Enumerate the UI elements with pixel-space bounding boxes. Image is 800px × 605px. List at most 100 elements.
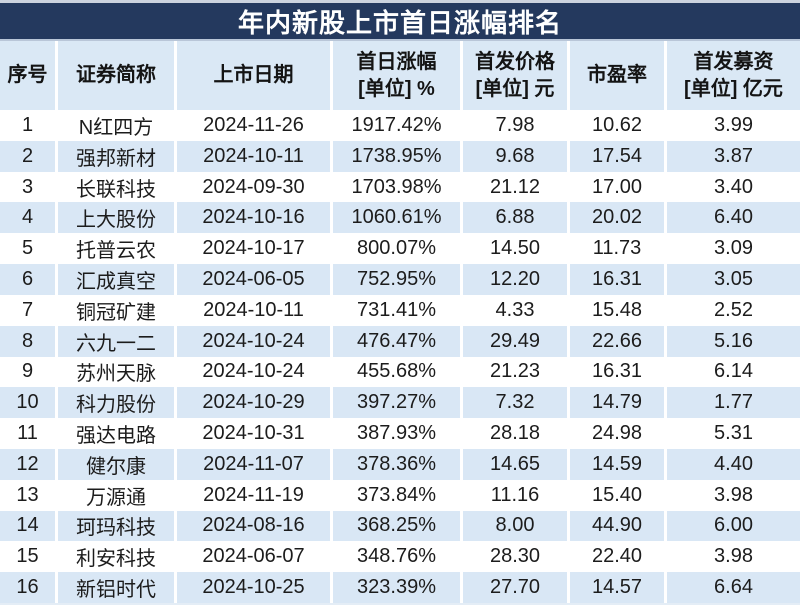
cell-price: 6.88 [463, 202, 570, 234]
cell-rank: 6 [0, 264, 58, 295]
cell-gain: 731.41% [333, 294, 463, 326]
cell-price: 28.18 [463, 418, 570, 449]
cell-raise: 6.40 [714, 206, 753, 229]
cell-price: 9.68 [463, 140, 570, 172]
cell-gain: 455.68% [333, 356, 463, 388]
cell-pe: 24.98 [570, 418, 667, 449]
cell-gain: 378.36% [333, 448, 463, 480]
cell-date: 2024-11-19 [177, 479, 333, 511]
table-row: 12 健尔康 2024-11-07 378.36% 14.65 14.59 4.40 [0, 448, 800, 480]
cell-name: 健尔康 [58, 448, 177, 480]
table-row: 8 六九一二 2024-10-24 476.47% 29.49 22.66 5.16 [0, 325, 800, 357]
cell-pe: 14.57 [570, 572, 667, 603]
cell-rank: 12 [0, 448, 58, 480]
cell-name: 长联科技 [58, 171, 177, 203]
cell-price: 11.16 [463, 479, 570, 511]
cell-date: 2024-10-17 [177, 233, 333, 265]
cell-rank: 4 [0, 202, 58, 234]
cell-price: 4.33 [463, 294, 570, 326]
cell-raise: 3.09 [714, 237, 753, 260]
column-header-date: 上市日期 [177, 41, 333, 110]
cell-raise: 3.99 [714, 113, 753, 136]
cell-pe: 15.40 [570, 479, 667, 511]
cell-date: 2024-10-11 [177, 294, 333, 326]
column-header-pe: 市盈率 [570, 41, 667, 110]
cell-gain: 1060.61% [333, 202, 463, 234]
column-header-name: 证券简称 [58, 41, 177, 110]
cell-raise: 6.14 [714, 360, 753, 383]
cell-raise: 4.40 [714, 452, 753, 475]
column-header-raise: 首发募资 [单位] 亿元 [667, 41, 800, 110]
column-header-label: 市盈率 [587, 64, 647, 86]
cell-pe: 15.48 [570, 294, 667, 326]
cell-price: 21.23 [463, 356, 570, 388]
cell-gain: 373.84% [333, 479, 463, 511]
cell-rank: 7 [0, 294, 58, 326]
cell-rank: 5 [0, 233, 58, 265]
cell-name: 科力股份 [58, 387, 177, 419]
table-row: 7 铜冠矿建 2024-10-11 731.41% 4.33 15.48 2.52 [0, 294, 800, 326]
cell-gain: 368.25% [333, 510, 463, 542]
cell-pe: 17.54 [570, 140, 667, 172]
cell-raise: 2.52 [714, 298, 753, 321]
cell-pe: 17.00 [570, 171, 667, 203]
cell-name: 强达电路 [58, 418, 177, 449]
cell-rank: 2 [0, 140, 58, 172]
cell-pe: 44.90 [570, 510, 667, 542]
column-header-unit: [单位] % [358, 77, 435, 100]
cell-gain: 476.47% [333, 325, 463, 357]
cell-name: 利安科技 [58, 541, 177, 573]
cell-price: 28.30 [463, 541, 570, 573]
cell-pe: 16.31 [570, 264, 667, 295]
table-row: 4 上大股份 2024-10-16 1060.61% 6.88 20.02 6.40 [0, 202, 800, 234]
cell-rank: 10 [0, 387, 58, 419]
cell-name: 汇成真空 [58, 264, 177, 295]
cell-rank: 3 [0, 171, 58, 203]
cell-name: 铜冠矿建 [58, 294, 177, 326]
table-row: 5 托普云农 2024-10-17 800.07% 14.50 11.73 3.09 [0, 233, 800, 265]
cell-name: N红四方 [58, 110, 177, 141]
column-header-label: 上市日期 [213, 64, 294, 86]
cell-rank: 16 [0, 572, 58, 603]
cell-price: 21.12 [463, 171, 570, 203]
table-row: 9 苏州天脉 2024-10-24 455.68% 21.23 16.31 6.14 [0, 356, 800, 388]
table-row: 1 N红四方 2024-11-26 1917.42% 7.98 10.62 3.99 [0, 110, 800, 141]
cell-pe: 22.40 [570, 541, 667, 573]
cell-raise: 3.40 [714, 175, 753, 198]
cell-price: 8.00 [463, 510, 570, 542]
table-row: 2 强邦新材 2024-10-11 1738.95% 9.68 17.54 3.87 [0, 140, 800, 172]
cell-date: 2024-10-24 [177, 356, 333, 388]
cell-pe: 16.31 [570, 356, 667, 388]
cell-raise: 3.87 [714, 144, 753, 167]
cell-rank: 13 [0, 479, 58, 511]
column-header-label: 首发募资 [693, 50, 774, 73]
cell-price: 14.65 [463, 448, 570, 480]
table-row: 10 科力股份 2024-10-29 397.27% 7.32 14.79 1.77 [0, 387, 800, 419]
cell-name: 苏州天脉 [58, 356, 177, 388]
cell-pe: 20.02 [570, 202, 667, 234]
cell-rank: 8 [0, 325, 58, 357]
cell-name: 上大股份 [58, 202, 177, 234]
cell-date: 2024-10-31 [177, 418, 333, 449]
cell-gain: 752.95% [333, 264, 463, 295]
cell-price: 27.70 [463, 572, 570, 603]
column-header-label: 证券简称 [76, 64, 156, 86]
column-header-rank: 序号 [0, 41, 58, 110]
cell-pe: 14.79 [570, 387, 667, 419]
cell-raise: 3.98 [714, 545, 753, 568]
table-header-row: 序号 证券简称 上市日期 首日涨幅 [单位] % 首发价格 [单位] 元 市盈率… [0, 41, 800, 110]
cell-price: 7.98 [463, 110, 570, 141]
cell-date: 2024-11-07 [177, 448, 333, 480]
cell-name: 六九一二 [58, 325, 177, 357]
cell-date: 2024-10-24 [177, 325, 333, 357]
table-row: 14 珂玛科技 2024-08-16 368.25% 8.00 44.90 6.00 [0, 510, 800, 542]
table-row: 16 新铝时代 2024-10-25 323.39% 27.70 14.57 6.64 [0, 572, 800, 603]
table-body: 1 N红四方 2024-11-26 1917.42% 7.98 10.62 3.99 2 强邦新… [0, 110, 800, 605]
cell-gain: 1917.42% [333, 110, 463, 141]
cell-gain: 387.93% [333, 418, 463, 449]
cell-name: 托普云农 [58, 233, 177, 265]
table-row: 11 强达电路 2024-10-31 387.93% 28.18 24.98 5.31 [0, 418, 800, 449]
table-row: 6 汇成真空 2024-06-05 752.95% 12.20 16.31 3.05 [0, 264, 800, 295]
cell-date: 2024-10-11 [177, 140, 333, 172]
